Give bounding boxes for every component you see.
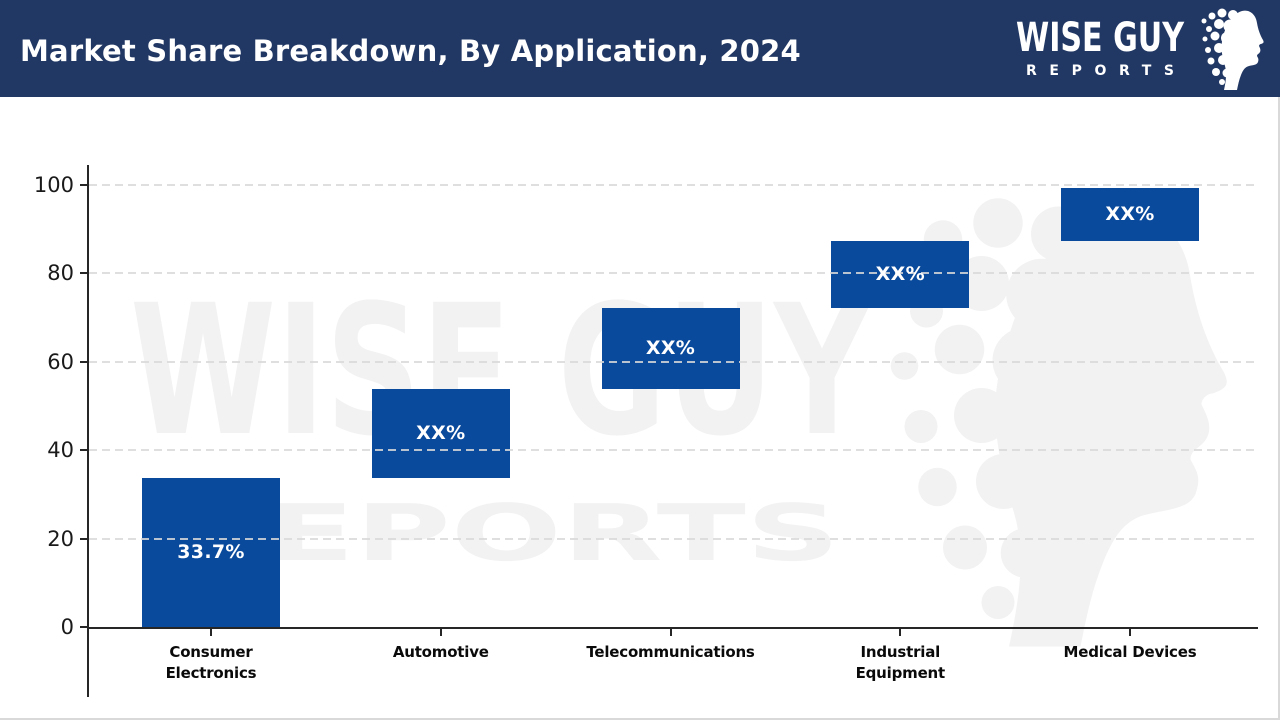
logo-tagline: REPORTS: [1026, 63, 1174, 79]
x-axis-line: [87, 627, 1258, 629]
y-tick-label: 0: [60, 615, 74, 639]
gridline: [89, 537, 1256, 540]
gridline: [89, 183, 1256, 186]
x-tick: [210, 629, 212, 636]
chart-title: Market Share Breakdown, By Application, …: [20, 34, 801, 68]
gridline: [89, 360, 1256, 363]
gridline: [89, 449, 1256, 451]
bar-value-label: XX%: [416, 422, 466, 445]
y-tick-label: 20: [47, 526, 74, 551]
y-tick-label: 60: [47, 349, 74, 374]
y-tick: [80, 626, 87, 628]
bar-value-label: 33.7%: [177, 540, 245, 563]
y-tick-label: 100: [33, 172, 74, 197]
bar: [371, 389, 510, 478]
bar-value-label: XX%: [1105, 203, 1155, 226]
bar-value-label: XX%: [875, 263, 925, 286]
chart-area: WISE GUY REPORTS 0 20 40 60 80 100 33.7% Consum…: [0, 97, 1280, 720]
bar: [601, 308, 740, 390]
category-label: Automotive: [392, 643, 489, 661]
x-tick: [439, 629, 442, 636]
category-label: Medical Devices: [1063, 643, 1197, 661]
y-tick: [80, 449, 87, 451]
wiseguy-logo: WISE GUY REPORTS: [1016, 8, 1264, 90]
y-tick-label: 80: [47, 261, 74, 285]
category-label: Telecommunications: [586, 643, 755, 661]
x-tick: [669, 629, 672, 636]
y-tick: [80, 183, 87, 186]
logo-wordmark: WISE GUY: [1016, 15, 1185, 61]
header-band: Market Share Breakdown, By Application, …: [0, 0, 1280, 97]
x-tick: [899, 629, 902, 636]
y-tick: [80, 537, 87, 540]
x-tick: [1129, 629, 1131, 636]
gridline: [89, 272, 1256, 274]
y-tick: [80, 272, 87, 274]
category-label: Industrial Equipment: [855, 643, 946, 682]
bar: [142, 477, 280, 627]
y-tick-label: 40: [47, 438, 74, 462]
bar-value-label: XX%: [645, 337, 696, 360]
y-tick: [80, 360, 87, 363]
y-axis-line: [87, 165, 89, 697]
category-label: Consumer Electronics: [165, 643, 257, 682]
